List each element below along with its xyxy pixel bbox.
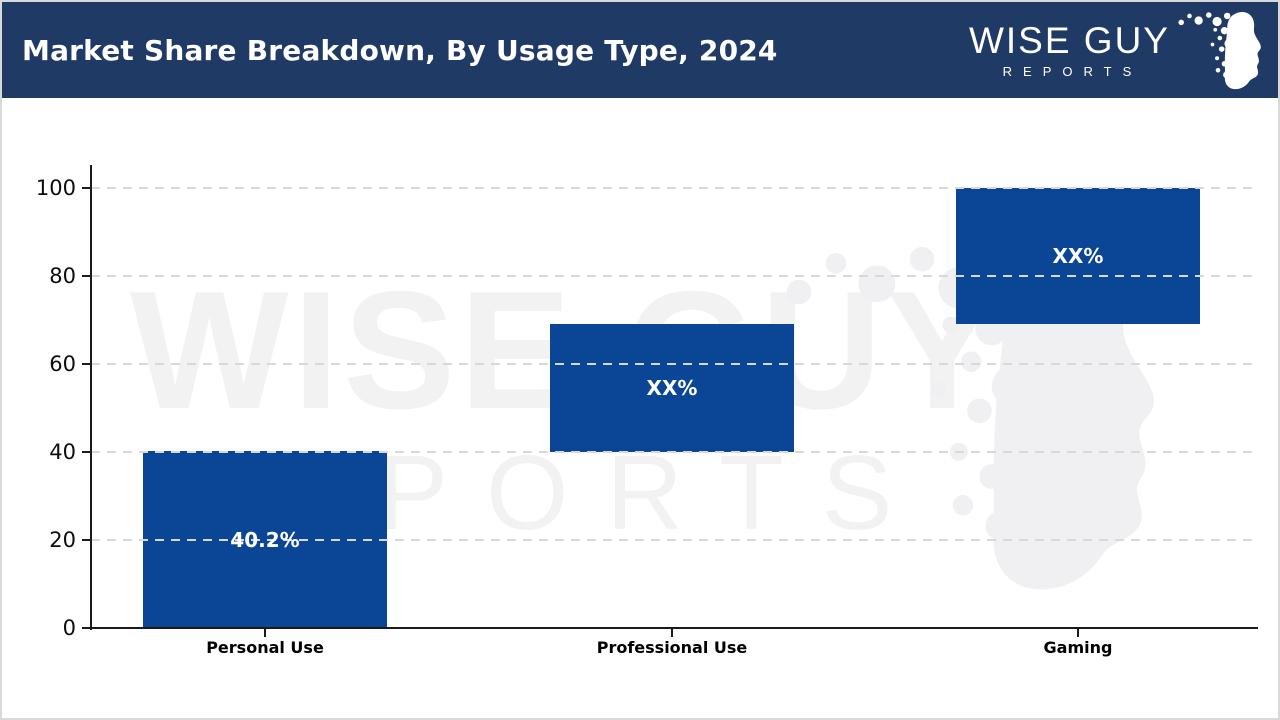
header-bar: Market Share Breakdown, By Usage Type, 2… <box>2 2 1278 98</box>
x-category-label: Personal Use <box>206 638 324 657</box>
y-axis-line <box>90 165 92 630</box>
x-axis-line <box>82 627 1258 629</box>
x-tick-mark <box>264 629 266 637</box>
logo-text: WISE GUY REPORTS <box>969 22 1170 79</box>
y-tick-mark <box>82 539 91 541</box>
gridline <box>91 539 1258 541</box>
bar-value-label: XX% <box>646 376 698 401</box>
y-tick-mark <box>82 275 91 277</box>
x-category-label: Professional Use <box>596 638 748 657</box>
y-tick-label: 60 <box>49 352 76 376</box>
y-tick-label: 0 <box>62 616 76 640</box>
y-tick-label: 40 <box>49 440 76 464</box>
y-tick-mark <box>82 363 91 365</box>
bar-value-label: XX% <box>1052 244 1104 269</box>
dotted-head-icon <box>1178 12 1261 90</box>
plot-area: WISE GUY REPORTS 0 20 40 60 80 100 40.2% Person… <box>2 98 1278 718</box>
gridline <box>91 363 1258 365</box>
bar <box>550 324 794 452</box>
chart-title: Market Share Breakdown, By Usage Type, 2… <box>22 33 778 67</box>
y-tick-label: 80 <box>49 264 76 288</box>
x-tick-mark <box>671 629 673 637</box>
x-category-label: Gaming <box>1043 638 1113 657</box>
y-tick-mark <box>82 627 91 629</box>
gridline <box>91 451 1258 453</box>
bar-value-label: 40.2% <box>230 527 300 552</box>
logo-subtitle: REPORTS <box>1002 63 1143 79</box>
logo-wordmark: WISE GUY <box>968 19 1170 61</box>
gridline <box>91 275 1258 277</box>
y-tick-mark <box>82 187 91 189</box>
y-tick-label: 20 <box>49 528 76 552</box>
x-tick-mark <box>1077 629 1079 637</box>
wise-guy-reports-logo: WISE GUY REPORTS <box>969 7 1264 93</box>
gridline <box>91 187 1258 189</box>
y-tick-label: 100 <box>35 176 76 200</box>
y-tick-mark <box>82 451 91 453</box>
